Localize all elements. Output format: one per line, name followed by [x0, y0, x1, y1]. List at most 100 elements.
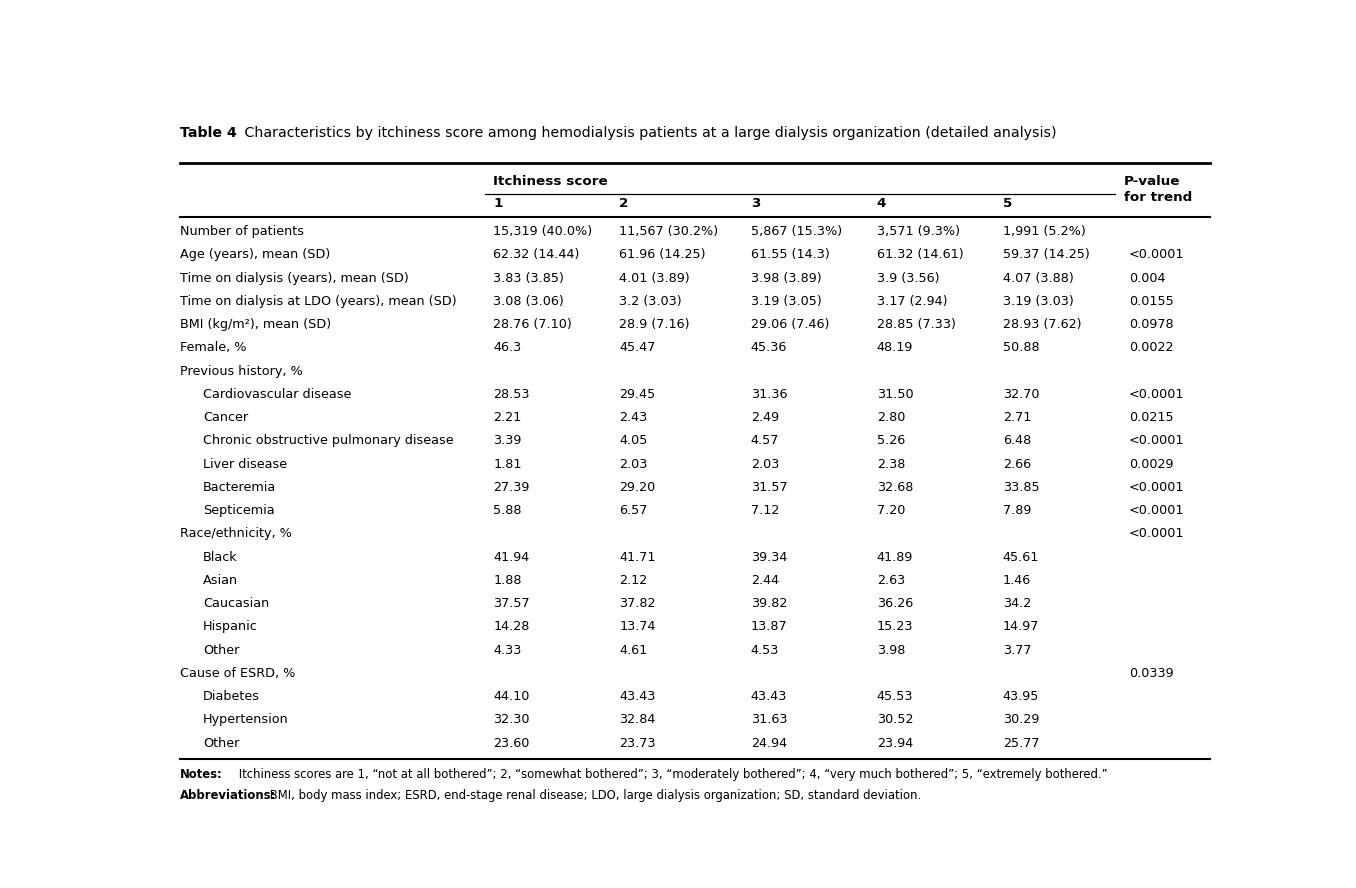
Text: 28.93 (7.62): 28.93 (7.62): [1003, 318, 1081, 331]
Text: 36.26: 36.26: [877, 597, 913, 610]
Text: 2.12: 2.12: [620, 574, 648, 587]
Text: 28.53: 28.53: [494, 388, 530, 400]
Text: 2.43: 2.43: [620, 411, 648, 424]
Text: <0.0001: <0.0001: [1130, 527, 1185, 541]
Text: 4.05: 4.05: [620, 434, 648, 448]
Text: 31.63: 31.63: [751, 713, 786, 726]
Text: 28.76 (7.10): 28.76 (7.10): [494, 318, 572, 331]
Text: 1.88: 1.88: [494, 574, 522, 587]
Text: 2: 2: [620, 197, 629, 210]
Text: 3.17 (2.94): 3.17 (2.94): [877, 295, 948, 308]
Text: 32.68: 32.68: [877, 481, 913, 494]
Text: 41.89: 41.89: [877, 551, 913, 564]
Text: 0.0155: 0.0155: [1130, 295, 1174, 308]
Text: 30.52: 30.52: [877, 713, 913, 726]
Text: 37.57: 37.57: [494, 597, 530, 610]
Text: 4.57: 4.57: [751, 434, 780, 448]
Text: 32.70: 32.70: [1003, 388, 1039, 400]
Text: 44.10: 44.10: [494, 690, 530, 703]
Text: 43.43: 43.43: [620, 690, 656, 703]
Text: 4.07 (3.88): 4.07 (3.88): [1003, 272, 1074, 285]
Text: 15,319 (40.0%): 15,319 (40.0%): [494, 226, 593, 238]
Text: Previous history, %: Previous history, %: [180, 365, 302, 377]
Text: 28.9 (7.16): 28.9 (7.16): [620, 318, 690, 331]
Text: 32.84: 32.84: [620, 713, 656, 726]
Text: 0.004: 0.004: [1130, 272, 1165, 285]
Text: Race/ethnicity, %: Race/ethnicity, %: [180, 527, 292, 541]
Text: 2.49: 2.49: [751, 411, 778, 424]
Text: 2.21: 2.21: [494, 411, 522, 424]
Text: 61.55 (14.3): 61.55 (14.3): [751, 249, 830, 261]
Text: 29.20: 29.20: [620, 481, 655, 494]
Text: 30.29: 30.29: [1003, 713, 1039, 726]
Text: 39.34: 39.34: [751, 551, 786, 564]
Text: Female, %: Female, %: [180, 341, 247, 354]
Text: 3.19 (3.03): 3.19 (3.03): [1003, 295, 1074, 308]
Text: 3.08 (3.06): 3.08 (3.06): [494, 295, 564, 308]
Text: 43.95: 43.95: [1003, 690, 1039, 703]
Text: 4.33: 4.33: [494, 644, 522, 656]
Text: 29.06 (7.46): 29.06 (7.46): [751, 318, 829, 331]
Text: 1.46: 1.46: [1003, 574, 1031, 587]
Text: 45.53: 45.53: [877, 690, 913, 703]
Text: 5.88: 5.88: [494, 504, 522, 517]
Text: 31.36: 31.36: [751, 388, 786, 400]
Text: <0.0001: <0.0001: [1130, 249, 1185, 261]
Text: Asian: Asian: [203, 574, 239, 587]
Text: 61.96 (14.25): 61.96 (14.25): [620, 249, 705, 261]
Text: 61.32 (14.61): 61.32 (14.61): [877, 249, 963, 261]
Text: <0.0001: <0.0001: [1130, 481, 1185, 494]
Text: 3.2 (3.03): 3.2 (3.03): [620, 295, 682, 308]
Text: 5: 5: [1003, 197, 1012, 210]
Text: 7.12: 7.12: [751, 504, 780, 517]
Text: 48.19: 48.19: [877, 341, 913, 354]
Text: 0.0978: 0.0978: [1130, 318, 1173, 331]
Text: 1,991 (5.2%): 1,991 (5.2%): [1003, 226, 1086, 238]
Text: 2.03: 2.03: [620, 457, 648, 471]
Text: 31.50: 31.50: [877, 388, 914, 400]
Text: 23.73: 23.73: [620, 737, 656, 749]
Text: <0.0001: <0.0001: [1130, 434, 1185, 448]
Text: Age (years), mean (SD): Age (years), mean (SD): [180, 249, 331, 261]
Text: 1: 1: [494, 197, 503, 210]
Text: 15.23: 15.23: [877, 621, 913, 633]
Text: 6.48: 6.48: [1003, 434, 1031, 448]
Text: 4.61: 4.61: [620, 644, 648, 656]
Text: 11,567 (30.2%): 11,567 (30.2%): [620, 226, 719, 238]
Text: 43.43: 43.43: [751, 690, 786, 703]
Text: Abbreviations:: Abbreviations:: [180, 789, 277, 802]
Text: <0.0001: <0.0001: [1130, 504, 1185, 517]
Text: 2.66: 2.66: [1003, 457, 1031, 471]
Text: Number of patients: Number of patients: [180, 226, 304, 238]
Text: 28.85 (7.33): 28.85 (7.33): [877, 318, 956, 331]
Text: 27.39: 27.39: [494, 481, 530, 494]
Text: 2.03: 2.03: [751, 457, 780, 471]
Text: Black: Black: [203, 551, 237, 564]
Text: 3.9 (3.56): 3.9 (3.56): [877, 272, 940, 285]
Text: 39.82: 39.82: [751, 597, 786, 610]
Text: 37.82: 37.82: [620, 597, 656, 610]
Text: 3.19 (3.05): 3.19 (3.05): [751, 295, 822, 308]
Text: BMI, body mass index; ESRD, end-stage renal disease; LDO, large dialysis organiz: BMI, body mass index; ESRD, end-stage re…: [266, 789, 922, 802]
Text: Septicemia: Septicemia: [203, 504, 275, 517]
Text: 31.57: 31.57: [751, 481, 788, 494]
Text: 41.71: 41.71: [620, 551, 656, 564]
Text: 33.85: 33.85: [1003, 481, 1040, 494]
Text: BMI (kg/m²), mean (SD): BMI (kg/m²), mean (SD): [180, 318, 331, 331]
Text: 25.77: 25.77: [1003, 737, 1039, 749]
Text: 4: 4: [877, 197, 885, 210]
Text: 34.2: 34.2: [1003, 597, 1031, 610]
Text: 45.36: 45.36: [751, 341, 786, 354]
Text: Time on dialysis (years), mean (SD): Time on dialysis (years), mean (SD): [180, 272, 408, 285]
Text: 29.45: 29.45: [620, 388, 655, 400]
Text: Caucasian: Caucasian: [203, 597, 270, 610]
Text: 0.0215: 0.0215: [1130, 411, 1173, 424]
Text: Other: Other: [203, 644, 240, 656]
Text: 45.47: 45.47: [620, 341, 656, 354]
Text: Itchiness scores are 1, “not at all bothered”; 2, “somewhat bothered”; 3, “moder: Itchiness scores are 1, “not at all both…: [235, 768, 1108, 781]
Text: 13.74: 13.74: [620, 621, 656, 633]
Text: 2.71: 2.71: [1003, 411, 1032, 424]
Text: 24.94: 24.94: [751, 737, 786, 749]
Text: 13.87: 13.87: [751, 621, 788, 633]
Text: 3.98: 3.98: [877, 644, 906, 656]
